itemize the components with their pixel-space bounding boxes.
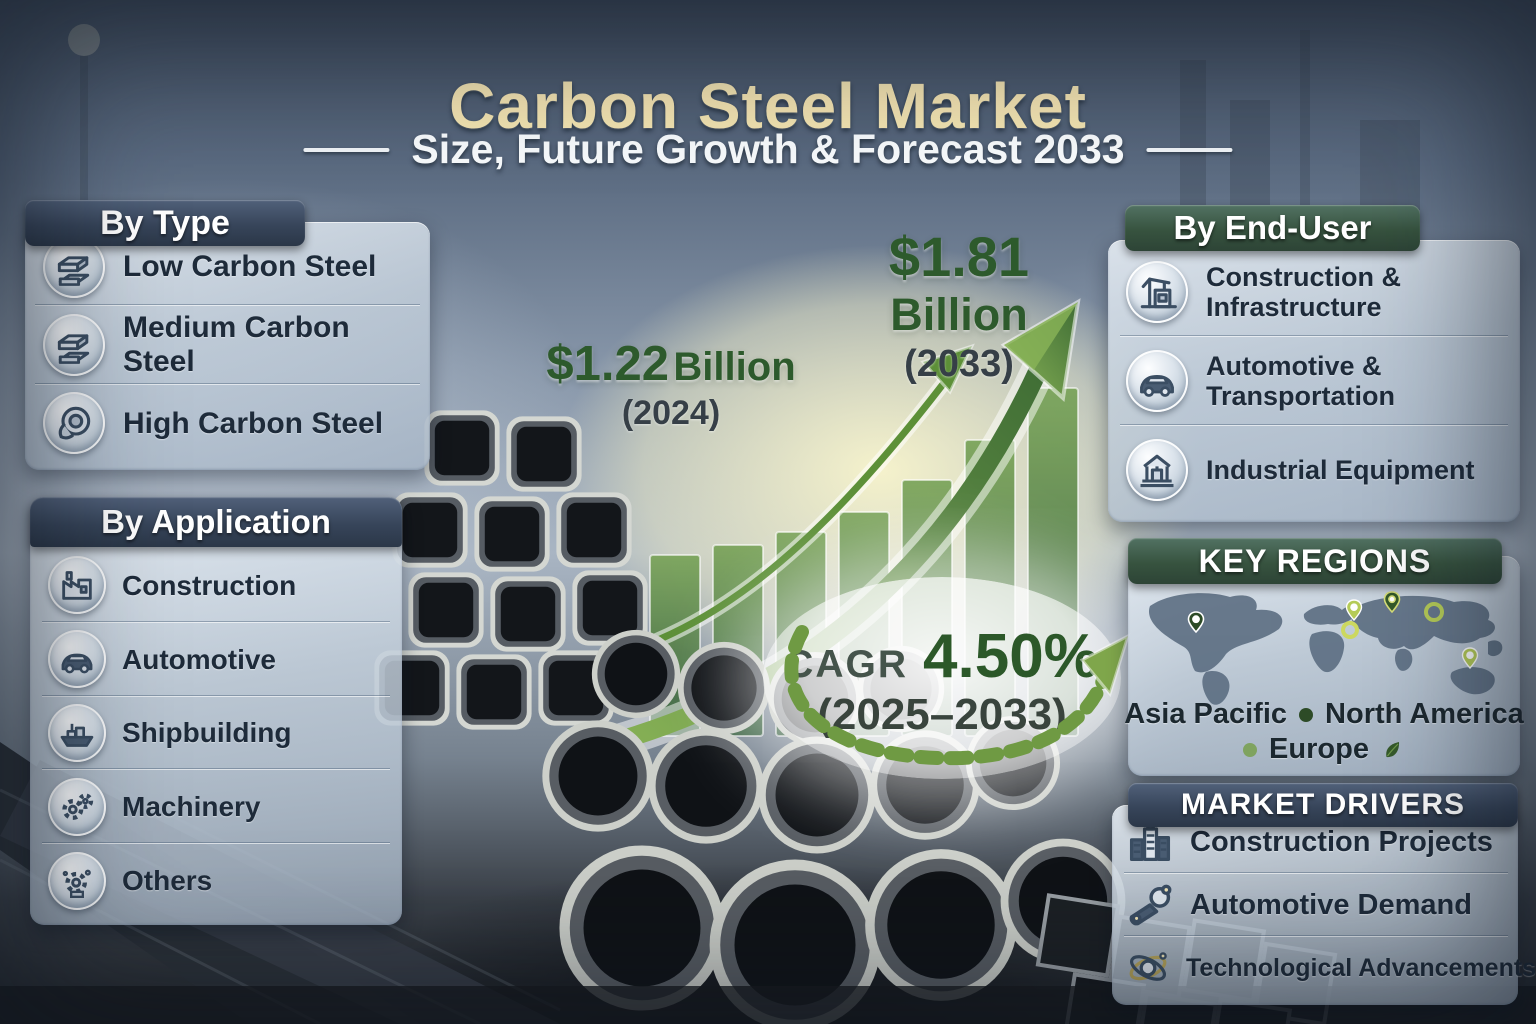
cagr-period: (2025–2033)	[817, 689, 1067, 739]
year-2033: (2033)	[904, 343, 1014, 385]
list-item: Construction Projects	[1124, 811, 1508, 873]
by-application-item-label: Shipbuilding	[122, 717, 292, 749]
car-icon	[1126, 350, 1188, 412]
by-type-panel: Low Carbon Steel Medium Carbon Steel Hig…	[25, 222, 430, 470]
key-regions-header: KEY REGIONS	[1128, 538, 1502, 584]
list-item: Technological Advancements	[1124, 936, 1536, 999]
list-item: Automotive & Transportation	[1120, 336, 1508, 425]
cagr-value: 4.50%	[923, 621, 1099, 691]
region-dot-icon	[1299, 707, 1314, 722]
list-item: Automotive	[42, 621, 390, 696]
region-label: Asia Pacific	[1124, 698, 1288, 730]
list-item: High Carbon Steel	[35, 383, 420, 462]
by-type-item-label: High Carbon Steel	[123, 406, 384, 440]
market-drivers-header: MARKET DRIVERS	[1128, 783, 1518, 827]
crane-icon	[1126, 261, 1188, 323]
steel-coil-icon	[43, 392, 105, 455]
by-end-user-item-label: Automotive & Transportation	[1206, 350, 1396, 411]
by-application-item-label: Automotive	[122, 643, 276, 675]
by-application-item-label: Construction	[122, 569, 297, 601]
list-item: Others	[42, 843, 390, 917]
value-2033-unit: Billion	[890, 289, 1028, 340]
by-application-item-label: Others	[122, 864, 213, 896]
list-item: Medium Carbon Steel	[35, 305, 420, 383]
by-type-header: By Type	[25, 200, 305, 246]
wrench-piston-icon	[1124, 879, 1176, 931]
value-2024: $1.22	[546, 337, 669, 391]
list-item: Construction	[42, 549, 390, 622]
region-label: Europe	[1269, 733, 1369, 765]
steel-beams-icon	[43, 313, 105, 376]
factory-icon	[48, 556, 106, 615]
cagr-callout: CAGR 4.50% (2025–2033)	[763, 577, 1121, 779]
region-label: North America	[1325, 698, 1524, 730]
list-item: Shipbuilding	[42, 695, 390, 770]
by-application-panel: By Application Construction Automotive S…	[30, 497, 402, 925]
key-regions-panel: Asia Pacific North America Europe	[1124, 556, 1524, 776]
list-item: Automotive Demand	[1124, 873, 1508, 936]
year-2024: (2024)	[621, 394, 721, 432]
by-end-user-item-label: Industrial Equipment	[1206, 454, 1475, 485]
list-item: Low Carbon Steel	[35, 228, 420, 305]
by-type-item-label: Medium Carbon Steel	[123, 311, 350, 378]
value-2033: $1.81	[888, 225, 1030, 288]
page-subtitle: Size, Future Growth & Forecast 2033	[303, 126, 1232, 173]
industrial-building-icon	[1126, 439, 1188, 501]
gear-sparkle-icon	[48, 851, 106, 910]
market-driver-label: Construction Projects	[1190, 825, 1493, 858]
region-labels: Asia Pacific North America Europe	[1124, 698, 1524, 766]
car-icon	[48, 630, 106, 689]
value-2024-unit: Billion	[673, 345, 796, 389]
by-application-item-label: Machinery	[122, 791, 261, 823]
by-end-user-item-label: Construction & Infrastructure	[1206, 261, 1401, 322]
gears-icon	[48, 777, 106, 836]
market-driver-label: Automotive Demand	[1190, 888, 1472, 921]
ship-icon	[48, 703, 106, 762]
world-map	[1148, 591, 1503, 705]
market-value-2033: $1.81 Billion (2033)	[824, 224, 1094, 386]
list-item: Industrial Equipment	[1120, 425, 1508, 514]
by-type-item-label: Low Carbon Steel	[123, 249, 377, 283]
by-end-user-panel: Construction & Infrastructure Automotive…	[1108, 240, 1520, 522]
cagr-prefix-label: CAGR	[785, 642, 909, 686]
list-item: Machinery	[42, 769, 390, 843]
market-value-2024: $1.22 Billion (2024)	[542, 336, 800, 433]
by-application-header: By Application	[30, 497, 402, 547]
tech-atom-icon	[1124, 944, 1172, 992]
region-dot-icon	[1243, 742, 1258, 757]
market-driver-label: Technological Advancements	[1186, 954, 1536, 982]
list-item: Construction & Infrastructure	[1120, 248, 1508, 336]
region-pin-icons	[1187, 591, 1479, 669]
leaf-icon	[1385, 740, 1400, 758]
by-end-user-header: By End-User	[1125, 205, 1420, 251]
market-drivers-panel: Construction Projects Automotive Demand …	[1112, 805, 1536, 1005]
